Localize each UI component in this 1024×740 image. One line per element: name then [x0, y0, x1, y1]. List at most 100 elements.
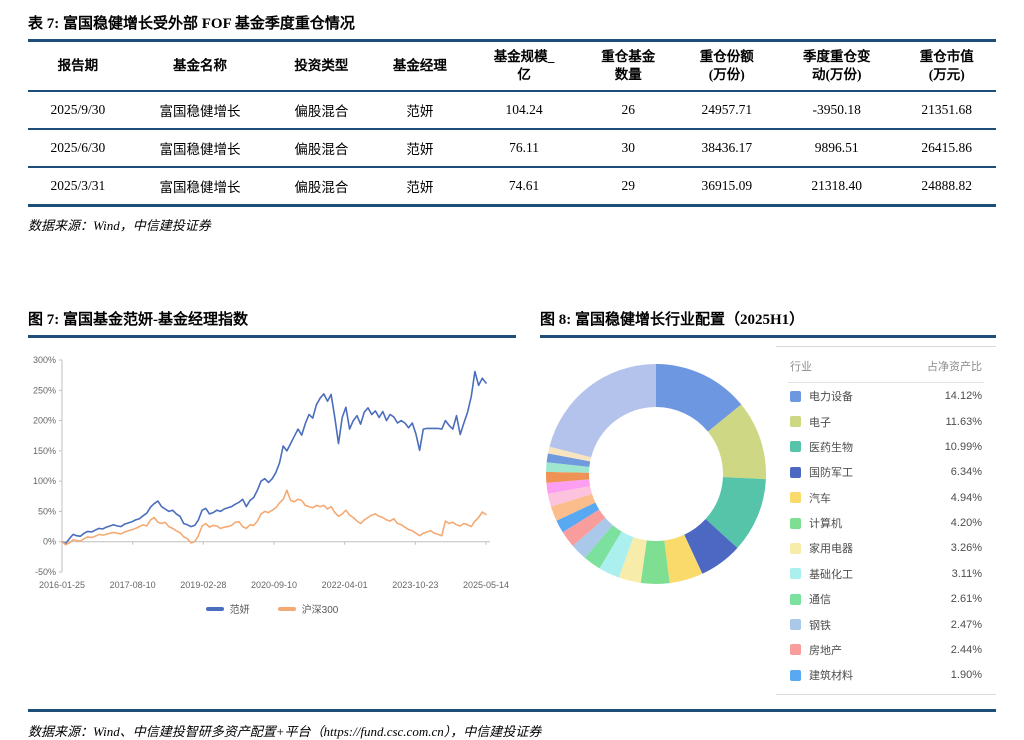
industry-color-swatch: [790, 619, 801, 630]
table7-column-header: 基金经理: [370, 40, 470, 93]
table7-column-header: 重仓基金 数量: [579, 40, 678, 93]
svg-text:2020-09-10: 2020-09-10: [251, 580, 297, 590]
industry-row: 通信 2.61%: [788, 586, 984, 611]
line-legend-item: 沪深300: [277, 601, 339, 617]
industry-row: 医药生物 10.99%: [788, 434, 984, 459]
donut-segment-家用电器: [618, 537, 647, 584]
industry-value: 4.20%: [950, 517, 982, 529]
header-line: 重仓市值: [919, 49, 974, 64]
fig8-section: 图 8: 富国稳健增长行业配置（2025H1） 行业 占净资产比 电力设备 14.…: [540, 306, 996, 695]
industry-value: 4.94%: [950, 491, 982, 504]
industry-value: 2.47%: [950, 618, 982, 631]
table7-row: 2025/3/31 富国稳健增长 偏股混合 范妍 74.61 29 36915.09 2131…: [28, 167, 996, 206]
industry-color-swatch: [790, 593, 801, 605]
series-name: 沪深300: [301, 605, 339, 617]
header-line: 重仓份额: [699, 49, 754, 64]
donut-segment-通信: [584, 525, 622, 569]
industry-label: 通信: [809, 594, 831, 607]
table7-column-header: 重仓市值 (万元): [897, 40, 996, 93]
industry-color-swatch: [790, 644, 801, 656]
donut-segment-other: [546, 479, 591, 495]
donut-segment-电子: [707, 404, 767, 480]
svg-text:200%: 200%: [33, 416, 56, 426]
svg-text:300%: 300%: [33, 355, 56, 365]
industry-row: 国防军工 6.34%: [788, 460, 984, 485]
industry-label: 汽车: [809, 492, 831, 505]
industry-row: 家用电器 3.26%: [788, 536, 984, 561]
industry-row: 计算机 4.20%: [788, 510, 984, 535]
industry-value: 1.90%: [950, 669, 982, 682]
series-color-dash: [205, 606, 224, 611]
table7-cell: 2025/6/30: [28, 129, 128, 169]
header-line: 基金经理: [392, 58, 447, 74]
header-line: 季度重仓变: [802, 49, 871, 64]
footer-rule: [28, 708, 996, 712]
svg-text:2023-10-23: 2023-10-23: [392, 580, 438, 590]
header-line: 基金名称: [172, 58, 227, 74]
industry-color-swatch: [790, 542, 801, 554]
header-line: (万元): [928, 67, 965, 83]
header-line: 重仓基金: [601, 49, 656, 64]
industry-color-swatch: [790, 492, 801, 504]
industry-value: 3.11%: [951, 567, 982, 580]
industry-row: 房地产 2.44%: [788, 637, 984, 662]
donut-segment-other: [546, 453, 591, 468]
table7-cell: 26415.86: [897, 129, 996, 169]
industry-value: 11.63%: [945, 415, 983, 428]
manager-index-line-chart: 300% 250% 200% 150% 100% 50% 0% -50% 2016-01-25 2…: [28, 338, 516, 616]
table7-section: 表 7: 富国稳健增长受外部 FOF 基金季度重仓情况 报告期 基金名称 投资类型 基…: [28, 12, 996, 234]
industry-legend-panel: 行业 占净资产比 电力设备 14.12% 电子 11.63% 医药生物 10.99% 国防军…: [776, 346, 996, 695]
industry-label: 房地产: [809, 644, 842, 657]
table7-cell: 偏股混合: [294, 180, 349, 196]
table7-cell: 富国稳健增长: [127, 91, 273, 131]
fig7-title-rule: [28, 335, 516, 339]
donut-segment-other: [550, 494, 596, 522]
table7-cell: 24957.71: [677, 91, 777, 131]
industry-label: 基础化工: [809, 568, 853, 581]
svg-text:100%: 100%: [33, 477, 56, 487]
table7-cell: 富国稳健增长: [159, 180, 241, 196]
industry-row: 基础化工 3.11%: [788, 561, 984, 586]
svg-text:0%: 0%: [43, 537, 56, 547]
donut-segment-other: [546, 462, 590, 474]
industry-color-swatch: [790, 416, 801, 427]
table7-cell: 富国稳健增长: [127, 129, 273, 169]
fig7-section: 图 7: 富国基金范妍-基金经理指数 300% 250% 200% 150% 100% 5…: [28, 306, 516, 616]
industry-legend-header: 行业 占净资产比: [788, 349, 984, 384]
table7-cell: -3950.18: [776, 91, 898, 131]
donut-segment-钢铁: [572, 518, 613, 559]
table7-column-header: 基金名称: [127, 40, 273, 93]
table7-cell: 2025/3/31: [50, 178, 106, 194]
industry-label: 家用电器: [809, 543, 853, 556]
industry-color-swatch: [790, 441, 801, 453]
header-line: 投资类型: [294, 58, 349, 74]
table7-cell: 24888.82: [921, 178, 973, 194]
donut-segment-汽车: [664, 535, 703, 584]
table7-column-header: 季度重仓变 动(万份): [776, 40, 898, 93]
table7-cell: 29: [621, 178, 636, 194]
industry-allocation-chart: 行业 占净资产比 电力设备 14.12% 电子 11.63% 医药生物 10.99% 国防军…: [540, 338, 996, 695]
table7-row: 2025/9/30 富国稳健增长 偏股混合 范妍 104.24 26 24957.71 -39…: [28, 91, 996, 131]
svg-text:2025-05-14: 2025-05-14: [463, 580, 509, 590]
industry-value: 2.61%: [950, 593, 982, 606]
table7-cell: 74.61: [508, 178, 540, 194]
industry-color-swatch: [790, 390, 801, 402]
table7-cell: 21318.40: [811, 178, 863, 194]
line-chart-legend: 范妍 沪深300: [28, 601, 516, 616]
industry-label: 建筑材料: [809, 670, 853, 683]
footer-source: 数据来源：Wind、中信建投智研多资产配置+平台（https://fund.cs…: [28, 723, 542, 739]
donut-segment-other: [549, 364, 656, 458]
industry-row: 电子 11.63%: [788, 409, 984, 434]
industry-label: 计算机: [809, 518, 842, 530]
donut-segment-建筑材料: [556, 502, 600, 533]
industry-value: 3.26%: [950, 542, 982, 555]
table7-cell: 104.24: [469, 91, 580, 131]
table7-column-header: 报告期: [28, 40, 128, 93]
svg-text:2017-08-10: 2017-08-10: [110, 580, 156, 590]
svg-text:2016-01-25: 2016-01-25: [39, 580, 85, 590]
table7-header-row: 报告期 基金名称 投资类型 基金经理 基金规模_ 亿 重仓基金 数量 重仓份额 (万份) 季度重仓变…: [28, 40, 996, 93]
industry-column-header: 行业: [790, 361, 812, 374]
industry-row: 钢铁 2.47%: [788, 612, 984, 637]
industry-row: 建筑材料 1.90%: [788, 663, 984, 688]
